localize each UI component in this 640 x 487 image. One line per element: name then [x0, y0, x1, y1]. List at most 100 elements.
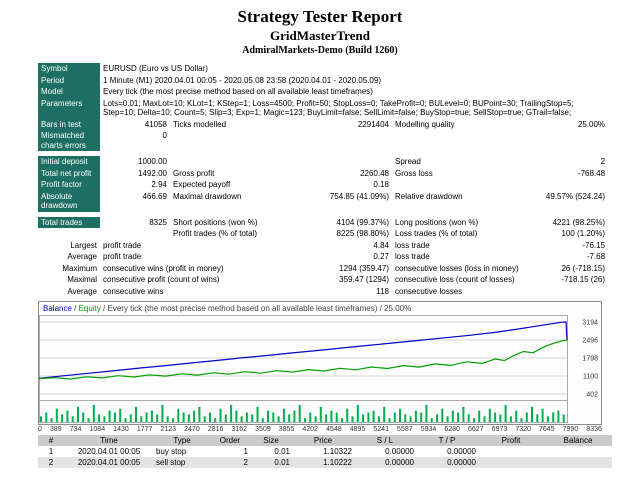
lots-bar [430, 418, 433, 422]
summary-sublabel: Relative drawdown [395, 191, 463, 201]
summary-label: Bars in test [38, 118, 100, 130]
summary-value: 41058 [144, 119, 167, 129]
lots-bar [87, 418, 90, 422]
lots-bar [272, 412, 275, 422]
lots-bar [261, 418, 264, 422]
trade-cell: 0.00000 [447, 447, 476, 456]
x-axis-label: 734 [69, 426, 82, 433]
trades-header-cell: Type [154, 435, 210, 446]
x-axis-label: 2123 [160, 426, 177, 433]
summary-row: Absolute drawdown 466.69 Maximal drawdown 7… [38, 190, 608, 212]
lots-bar [113, 412, 116, 422]
lots-bar [356, 404, 359, 422]
y-axis-label: 3194 [582, 320, 598, 327]
lots-bar [436, 414, 438, 422]
lots-bar [372, 410, 375, 422]
trade-row: 1 2020.04.01 00:05 buy stop 1 0.01 1.10322 0.0… [38, 446, 612, 457]
trade-cell: 1.10222 [323, 458, 352, 467]
lots-bar [66, 410, 69, 422]
summary-value: 359.47 (1294) [339, 275, 389, 284]
summary-sublabel: Long positions (won %) [395, 217, 479, 227]
lots-bar [525, 412, 528, 422]
x-axis-label: 389 [49, 426, 62, 433]
summary-sublabel: consecutive losses (loss in money) [395, 263, 519, 273]
summary-value: 1492.00 [138, 168, 167, 178]
summary-row: Bars in test 41058 Ticks modelled 2291404 Mo… [38, 118, 608, 130]
summary-row: Maximal consecutive profit (count of wins… [38, 274, 608, 286]
x-axis-label: 5587 [397, 426, 413, 433]
lots-bar [319, 406, 322, 422]
page-title: Strategy Tester Report [237, 7, 403, 26]
summary-value: -7.68 [586, 252, 606, 261]
summary-label: Parameters [38, 97, 100, 119]
x-axis-label: 7645 [538, 426, 555, 433]
summary-row: Mismatched charts errors 0 [38, 130, 608, 151]
lots-bar [282, 408, 285, 422]
summary-sublabel: Spread [395, 157, 421, 166]
x-axis-label: 7990 [562, 426, 579, 433]
summary-sublabel: profit trade [103, 252, 142, 261]
trade-cell: buy stop [156, 447, 187, 456]
lots-bar [531, 406, 533, 422]
lots-bar [509, 416, 512, 422]
summary-row: Period 1 Minute (M1) 2020.04.01 00:05 - 2… [38, 74, 608, 86]
legend-separator: / [71, 304, 79, 313]
summary-label: Profit factor [38, 179, 100, 191]
summary-value: 8325 [149, 217, 167, 227]
lots-bar [536, 414, 539, 422]
lots-bar [230, 404, 233, 422]
expert-name: GridMasterTrend [270, 28, 370, 43]
lots-bar [235, 410, 238, 422]
summary-value: -76.15 [582, 240, 606, 250]
lots-bar [224, 414, 227, 422]
lots-bar [483, 416, 486, 422]
x-axis-label: 5934 [420, 426, 437, 433]
summary-label: Absolute drawdown [38, 190, 100, 212]
trade-cell [478, 457, 544, 468]
summary-rowname: Largest [70, 240, 97, 250]
lots-bar [393, 412, 396, 422]
legend-separator: / [377, 304, 385, 313]
summary-sublabel: consecutive wins (profit in money) [103, 263, 224, 273]
lots-bar [219, 408, 222, 422]
lots-bar [77, 406, 79, 422]
lots-bar [61, 414, 64, 422]
summary-sublabel: loss trade [395, 252, 430, 261]
summary-label: Model [38, 86, 100, 98]
summary-value: 8225 (98.80%) [336, 229, 389, 238]
trade-row: 2 2020.04.01 00:05 sell stop 2 0.01 1.10222 0.… [38, 457, 612, 468]
trades-header-cell: Balance [544, 435, 612, 446]
trade-cell: 2 [48, 458, 54, 467]
lots-bar [441, 408, 444, 422]
trade-cell: 0.00000 [385, 458, 414, 467]
x-axis-label: 0 [38, 426, 42, 433]
lots-bar [325, 414, 328, 422]
summary-rowname: Average [67, 286, 97, 296]
trade-cell: 2020.04.01 00:05 [77, 458, 141, 467]
summary-empty-cell: Every tick (the most precise method base… [103, 87, 373, 96]
summary-label: Mismatched charts errors [38, 130, 100, 151]
lots-bar [214, 418, 217, 422]
x-axis-label: 6627 [468, 426, 484, 433]
trades-header-cell: Size [250, 435, 292, 446]
lots-bar [388, 418, 391, 422]
trades-header-cell: Price [292, 435, 354, 446]
summary-value: 2.94 [151, 180, 167, 189]
lots-bar [108, 410, 111, 422]
lots-bar [304, 418, 306, 422]
summary-value: 0 [162, 131, 167, 140]
legend-equity-label: Equity [78, 304, 101, 313]
summary-value: 100 (1.20%) [561, 229, 606, 238]
trade-cell: 0.00000 [447, 458, 476, 467]
x-axis-label: 1777 [136, 426, 153, 433]
lots-bar [267, 410, 269, 422]
trades-header-cell: Profit [478, 435, 544, 446]
chart-legend: Balance / Equity / Every tick (the most … [39, 302, 601, 314]
report-header: Strategy Tester Report GridMasterTrend A… [0, 7, 640, 56]
summary-value: 1294 (359.47) [339, 263, 389, 273]
trade-cell: 2020.04.01 00:05 [77, 447, 141, 456]
lots-bar [457, 412, 460, 422]
lots-bar [409, 416, 412, 422]
summary-value [542, 286, 608, 298]
lots-bar [414, 410, 417, 422]
